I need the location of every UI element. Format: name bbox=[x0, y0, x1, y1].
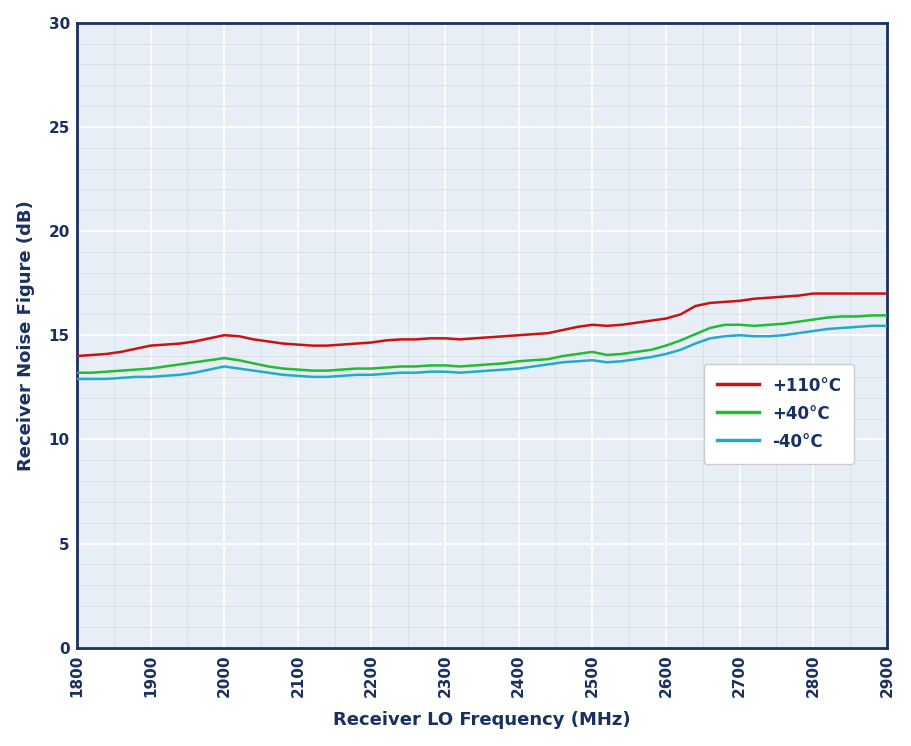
+40°C bbox=[690, 330, 701, 339]
+40°C bbox=[572, 349, 583, 358]
+40°C bbox=[866, 311, 877, 320]
Line: +40°C: +40°C bbox=[77, 316, 886, 373]
-40°C bbox=[690, 339, 701, 348]
X-axis label: Receiver LO Frequency (MHz): Receiver LO Frequency (MHz) bbox=[333, 712, 630, 730]
-40°C bbox=[71, 374, 82, 383]
-40°C bbox=[601, 358, 612, 367]
+110°C bbox=[572, 322, 583, 331]
+110°C bbox=[366, 338, 377, 347]
Y-axis label: Receiver Noise Figure (dB): Receiver Noise Figure (dB) bbox=[16, 200, 35, 471]
+40°C bbox=[601, 351, 612, 360]
+40°C bbox=[87, 369, 97, 377]
+110°C bbox=[881, 289, 892, 298]
+40°C bbox=[366, 364, 377, 373]
+40°C bbox=[71, 369, 82, 377]
-40°C bbox=[87, 374, 97, 383]
+110°C bbox=[87, 351, 97, 360]
+110°C bbox=[601, 322, 612, 330]
+110°C bbox=[690, 301, 701, 310]
-40°C bbox=[881, 322, 892, 330]
-40°C bbox=[866, 322, 877, 330]
-40°C bbox=[572, 357, 583, 366]
+110°C bbox=[808, 289, 819, 298]
-40°C bbox=[366, 370, 377, 379]
-40°C bbox=[528, 362, 539, 371]
+110°C bbox=[71, 351, 82, 360]
Line: +110°C: +110°C bbox=[77, 293, 886, 356]
+40°C bbox=[528, 356, 539, 365]
+40°C bbox=[881, 311, 892, 320]
Line: -40°C: -40°C bbox=[77, 326, 886, 379]
Legend: +110°C, +40°C, -40°C: +110°C, +40°C, -40°C bbox=[703, 364, 855, 465]
+110°C bbox=[528, 330, 539, 339]
